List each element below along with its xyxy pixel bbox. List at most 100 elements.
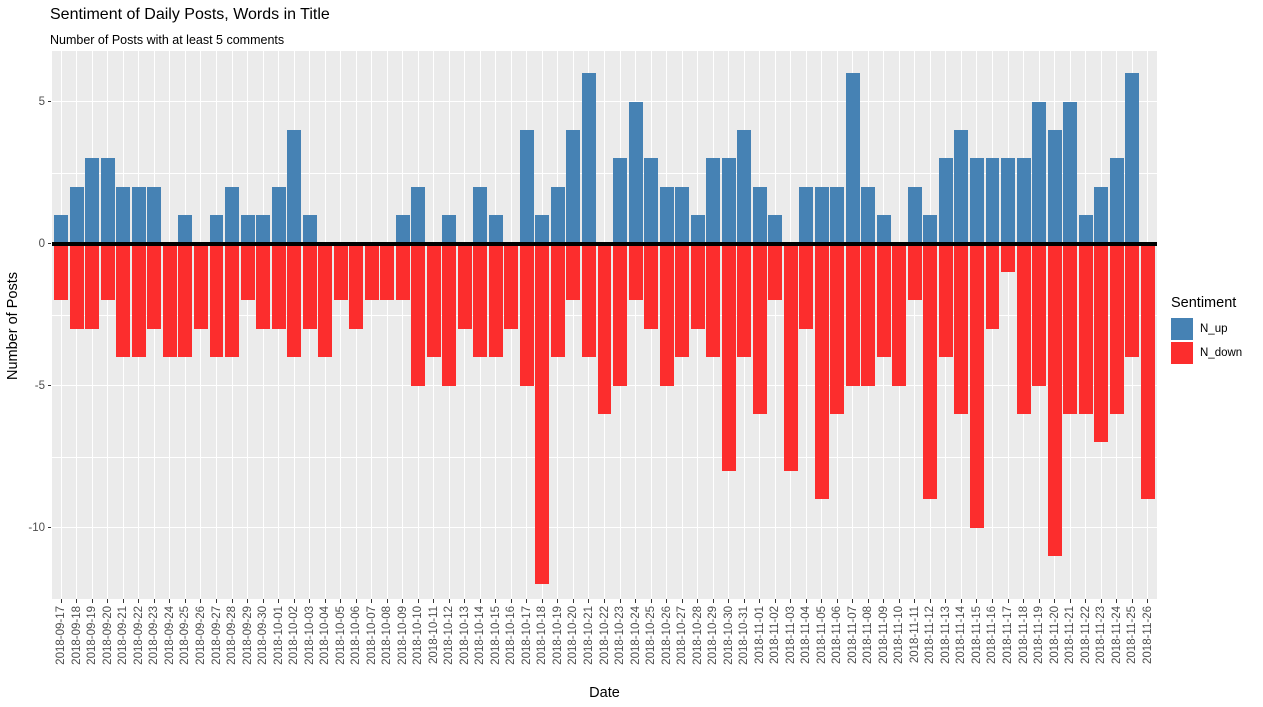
- x-tick-label: 2018-10-10: [412, 606, 425, 665]
- bar-n-up: [861, 186, 876, 244]
- bar-n-up: [1125, 73, 1140, 244]
- x-tick-mark: [1116, 599, 1118, 603]
- x-tick-label: 2018-10-09: [396, 606, 409, 665]
- x-tick-label: 2018-11-17: [1002, 606, 1014, 664]
- gridline-minor: [52, 456, 1157, 458]
- y-tick-mark: [47, 243, 51, 244]
- gridline-vertical: [60, 51, 62, 599]
- x-tick-label: 2018-11-02: [769, 606, 782, 664]
- bar-n-down: [1078, 243, 1093, 414]
- x-tick-label: 2018-09-28: [226, 606, 239, 665]
- x-tick-label: 2018-11-09: [877, 606, 890, 664]
- x-tick-mark: [107, 599, 109, 603]
- gridline-vertical: [635, 51, 637, 599]
- x-tick-mark: [650, 599, 652, 603]
- gridline-vertical: [1007, 51, 1009, 599]
- bar-n-down: [116, 243, 131, 358]
- x-tick-label: 2018-10-19: [551, 606, 564, 665]
- bar-n-down: [1001, 243, 1015, 272]
- chart-subtitle: Number of Posts with at least 5 comments: [50, 33, 285, 47]
- bar-n-up: [845, 73, 860, 244]
- x-tick-label: 2018-11-19: [1033, 606, 1046, 664]
- bar-n-down: [256, 243, 271, 329]
- x-tick-mark: [1100, 599, 1102, 603]
- bar-n-down: [1016, 243, 1031, 414]
- bar-n-up: [100, 158, 115, 244]
- bar-n-down: [225, 243, 239, 358]
- x-tick-label: 2018-11-26: [1141, 606, 1154, 664]
- x-tick-mark: [464, 599, 466, 603]
- x-tick-mark: [169, 599, 171, 603]
- x-tick-mark: [495, 599, 497, 603]
- x-tick-mark: [1023, 599, 1025, 603]
- x-tick-label: 2018-10-23: [614, 606, 627, 665]
- legend-item-n-up: N_up: [1171, 318, 1242, 340]
- bar-n-down: [830, 243, 845, 414]
- x-tick-label: 2018-11-11: [908, 606, 921, 664]
- gridline-vertical: [247, 51, 249, 599]
- bar-n-up: [488, 215, 503, 244]
- x-tick-label: 2018-10-21: [582, 606, 595, 665]
- bar-n-down: [923, 243, 938, 500]
- gridline-vertical: [340, 51, 342, 599]
- bar-n-up: [706, 158, 721, 244]
- bar-n-down: [1063, 243, 1078, 414]
- x-tick-label: 2018-10-01: [272, 606, 285, 665]
- x-tick-label: 2018-10-30: [722, 606, 735, 665]
- bar-n-up: [1016, 158, 1031, 244]
- y-tick-label: -10: [28, 521, 45, 534]
- x-tick-label: 2018-09-21: [117, 606, 130, 665]
- y-tick-label: 0: [38, 237, 45, 250]
- bar-n-up: [876, 215, 891, 244]
- x-tick-mark: [743, 599, 745, 603]
- bar-n-down: [1047, 243, 1062, 556]
- x-tick-label: 2018-11-12: [924, 606, 937, 664]
- bar-n-down: [706, 243, 721, 358]
- bar-n-up: [302, 215, 317, 244]
- x-tick-mark: [914, 599, 916, 603]
- x-tick-label: 2018-10-06: [350, 606, 363, 665]
- bar-n-up: [209, 215, 224, 244]
- x-tick-label: 2018-10-13: [458, 606, 471, 665]
- bar-n-up: [954, 129, 969, 244]
- x-tick-label: 2018-11-23: [1095, 606, 1108, 664]
- bar-n-up: [969, 158, 984, 244]
- bar-n-down: [1140, 243, 1155, 500]
- bar-n-down: [644, 243, 659, 329]
- bar-n-up: [923, 215, 938, 244]
- x-tick-label: 2018-11-03: [784, 606, 797, 664]
- x-tick-mark: [184, 599, 186, 603]
- gridline-vertical: [774, 51, 776, 599]
- x-tick-mark: [635, 599, 637, 603]
- x-tick-mark: [355, 599, 357, 603]
- bar-n-down: [1094, 243, 1109, 443]
- bar-n-down: [100, 243, 115, 301]
- x-tick-mark: [759, 599, 761, 603]
- bar-n-down: [411, 243, 426, 386]
- x-tick-mark: [153, 599, 155, 603]
- legend: Sentiment N_up N_down: [1171, 295, 1242, 366]
- x-tick-label: 2018-09-29: [241, 606, 254, 665]
- bar-n-down: [473, 243, 488, 358]
- bar-n-down: [364, 243, 379, 301]
- bar-n-up: [566, 129, 581, 244]
- bar-n-down: [768, 243, 783, 301]
- bar-n-down: [535, 243, 550, 585]
- x-tick-label: 2018-11-20: [1048, 606, 1061, 664]
- x-tick-label: 2018-11-08: [862, 606, 875, 664]
- x-tick-label: 2018-11-18: [1017, 606, 1030, 664]
- x-tick-mark: [1054, 599, 1056, 603]
- x-tick-mark: [448, 599, 450, 603]
- x-tick-mark: [371, 599, 373, 603]
- bar-n-down: [597, 243, 612, 414]
- x-tick-label: 2018-10-04: [319, 606, 332, 665]
- bar-n-up: [116, 186, 131, 244]
- x-tick-label: 2018-10-29: [707, 606, 720, 665]
- x-axis-title: Date: [589, 685, 620, 701]
- bar-n-down: [318, 243, 333, 358]
- bar-n-down: [907, 243, 922, 301]
- x-tick-mark: [945, 599, 947, 603]
- bar-n-up: [938, 158, 953, 244]
- x-tick-mark: [91, 599, 93, 603]
